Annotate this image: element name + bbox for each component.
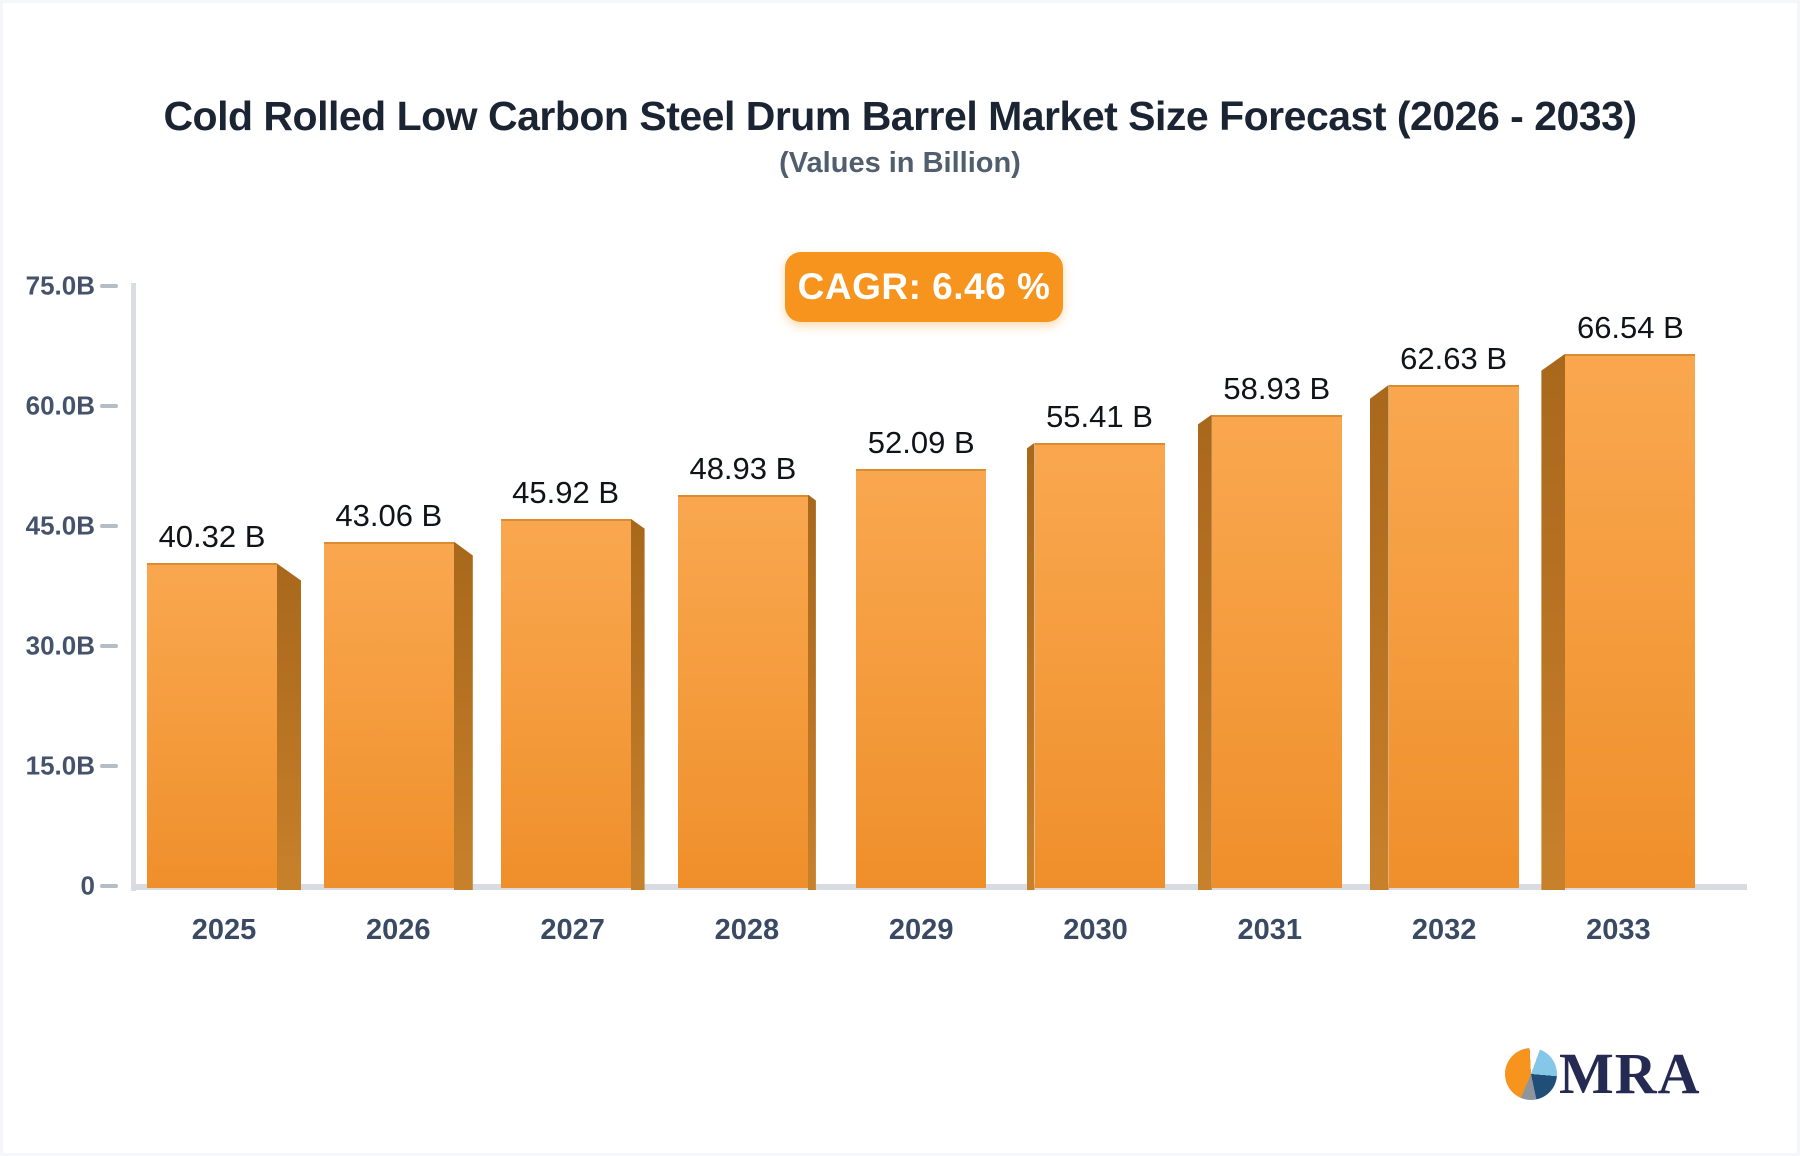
y-axis-line — [131, 283, 136, 891]
bar — [147, 563, 277, 888]
x-axis-label: 2029 — [888, 914, 954, 946]
y-axis-tick-mark — [100, 404, 118, 408]
mra-logo: MRA — [1505, 1040, 1701, 1107]
x-axis-label: 2032 — [1411, 914, 1477, 946]
chart-title: Cold Rolled Low Carbon Steel Drum Barrel… — [163, 93, 1637, 139]
y-axis-tick-mark — [100, 524, 118, 528]
x-axis-label: 2030 — [1063, 914, 1128, 946]
bar — [1211, 414, 1342, 888]
bar — [677, 494, 808, 888]
y-axis-tick-label: 75.0B — [25, 270, 95, 301]
bar-3d-side — [630, 518, 645, 890]
bar-3d-side — [1026, 442, 1035, 890]
x-axis-label: 2031 — [1237, 914, 1303, 946]
y-axis-tick-label: 0 — [80, 870, 95, 901]
bar-value-label: 45.92 B — [512, 474, 620, 510]
bar — [323, 541, 454, 888]
x-axis-label: 2027 — [540, 914, 605, 946]
bar-value-label: 58.93 B — [1223, 370, 1331, 406]
bar — [1565, 353, 1696, 888]
bar-3d-side — [277, 563, 301, 890]
bar-value-label: 55.41 B — [1046, 398, 1153, 434]
bar — [856, 469, 987, 888]
bar — [1034, 442, 1165, 888]
y-axis-tick-mark — [100, 764, 118, 768]
bar-value-label: 40.32 B — [158, 519, 266, 555]
bar-value-label: 62.63 B — [1400, 340, 1508, 376]
cagr-badge: CAGR: 6.46 % — [785, 252, 1063, 322]
y-axis-tick-mark — [100, 644, 118, 648]
x-axis-label: 2026 — [366, 914, 431, 946]
bar-value-label: 48.93 B — [689, 450, 797, 486]
y-axis-tick-mark — [100, 284, 118, 288]
chart-subtitle: (Values in Billion) — [779, 147, 1021, 179]
y-axis-tick-label: 45.0B — [25, 510, 95, 541]
cagr-label: CAGR: 6.46 % — [797, 266, 1051, 307]
bar — [1388, 384, 1519, 888]
y-axis-tick-label: 30.0B — [25, 630, 95, 661]
logo-text: MRA — [1559, 1041, 1701, 1106]
x-axis-label: 2033 — [1586, 914, 1651, 946]
bar-value-label: 66.54 B — [1576, 309, 1684, 345]
bar-3d-side — [1197, 414, 1212, 890]
bar-3d-side — [1541, 353, 1566, 890]
bar-3d-side — [807, 494, 816, 890]
bar-3d-side — [453, 541, 473, 890]
x-axis-label: 2025 — [191, 914, 257, 946]
y-axis-tick-label: 60.0B — [25, 390, 95, 421]
bar-value-label: 52.09 B — [867, 425, 975, 461]
bar-3d-side — [1369, 384, 1389, 890]
bar — [500, 518, 631, 888]
pie-chart-logo-icon — [1505, 1047, 1557, 1100]
y-axis-tick-mark — [100, 884, 118, 888]
y-axis-tick-label: 15.0B — [25, 750, 95, 781]
x-axis-label: 2028 — [714, 914, 780, 946]
bar-value-label: 43.06 B — [335, 497, 443, 533]
